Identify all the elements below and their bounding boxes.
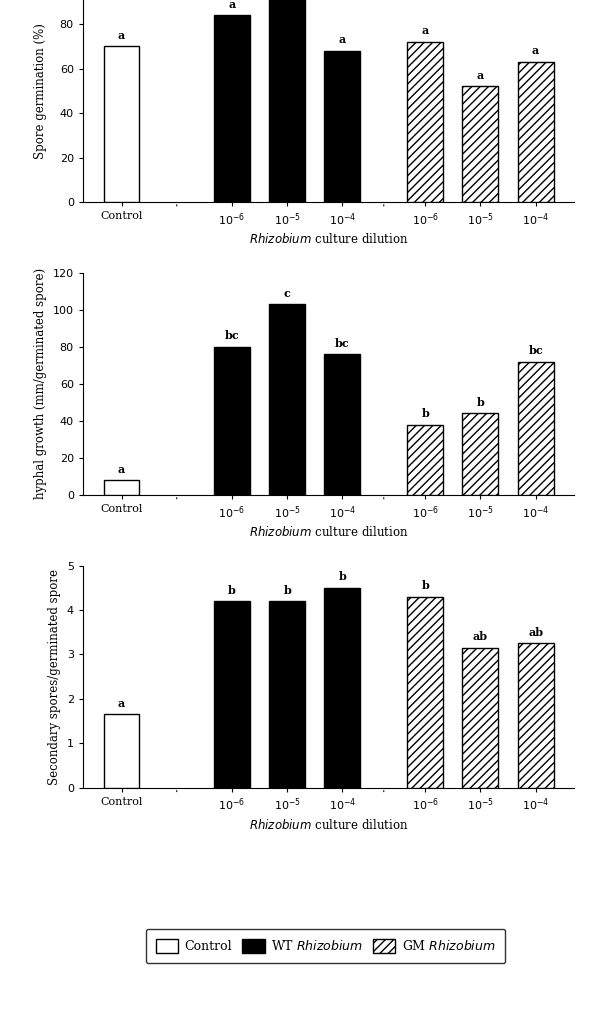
Y-axis label: hyphal growth (mm/germinated spore): hyphal growth (mm/germinated spore) xyxy=(34,269,47,499)
Text: c: c xyxy=(284,288,291,299)
Bar xyxy=(214,15,250,202)
Legend: Control, WT $\it{Rhizobium}$, GM $\it{Rhizobium}$: Control, WT $\it{Rhizobium}$, GM $\it{Rh… xyxy=(146,929,506,964)
Text: ab: ab xyxy=(473,631,488,642)
Text: a: a xyxy=(118,30,125,40)
Text: b: b xyxy=(422,408,429,419)
X-axis label: $\it{Rhizobium}$ culture dilution: $\it{Rhizobium}$ culture dilution xyxy=(249,231,408,245)
Bar xyxy=(269,304,305,495)
Text: b: b xyxy=(477,397,484,408)
Bar xyxy=(324,355,361,495)
Bar xyxy=(269,0,305,202)
Text: a: a xyxy=(477,70,484,81)
Text: a: a xyxy=(532,45,539,57)
Bar xyxy=(104,46,140,202)
Text: bc: bc xyxy=(224,330,239,341)
Text: a: a xyxy=(422,25,429,36)
Bar xyxy=(517,62,554,202)
Bar xyxy=(269,601,305,788)
Bar xyxy=(104,714,140,788)
Bar xyxy=(407,424,443,495)
Bar xyxy=(214,346,250,495)
Bar xyxy=(324,50,361,202)
Bar xyxy=(462,413,498,495)
Text: a: a xyxy=(339,34,346,45)
Bar xyxy=(324,588,361,788)
Bar xyxy=(104,480,140,495)
Y-axis label: Spore germination (%): Spore germination (%) xyxy=(34,23,47,159)
Text: ab: ab xyxy=(528,627,543,638)
Text: bc: bc xyxy=(528,345,543,356)
Text: a: a xyxy=(118,464,125,475)
Bar xyxy=(517,362,554,495)
X-axis label: $\it{Rhizobium}$ culture dilution: $\it{Rhizobium}$ culture dilution xyxy=(249,524,408,538)
X-axis label: $\it{Rhizobium}$ culture dilution: $\it{Rhizobium}$ culture dilution xyxy=(249,817,408,831)
Bar xyxy=(517,643,554,788)
Text: b: b xyxy=(283,585,291,596)
Y-axis label: Secondary spores/germinated spore: Secondary spores/germinated spore xyxy=(48,569,61,785)
Bar xyxy=(214,601,250,788)
Text: bc: bc xyxy=(335,337,350,348)
Bar xyxy=(462,647,498,788)
Text: b: b xyxy=(422,580,429,591)
Bar xyxy=(407,42,443,202)
Text: b: b xyxy=(228,585,236,596)
Bar xyxy=(407,597,443,788)
Text: a: a xyxy=(229,0,236,10)
Bar xyxy=(462,87,498,202)
Text: b: b xyxy=(339,572,346,582)
Text: a: a xyxy=(118,698,125,709)
